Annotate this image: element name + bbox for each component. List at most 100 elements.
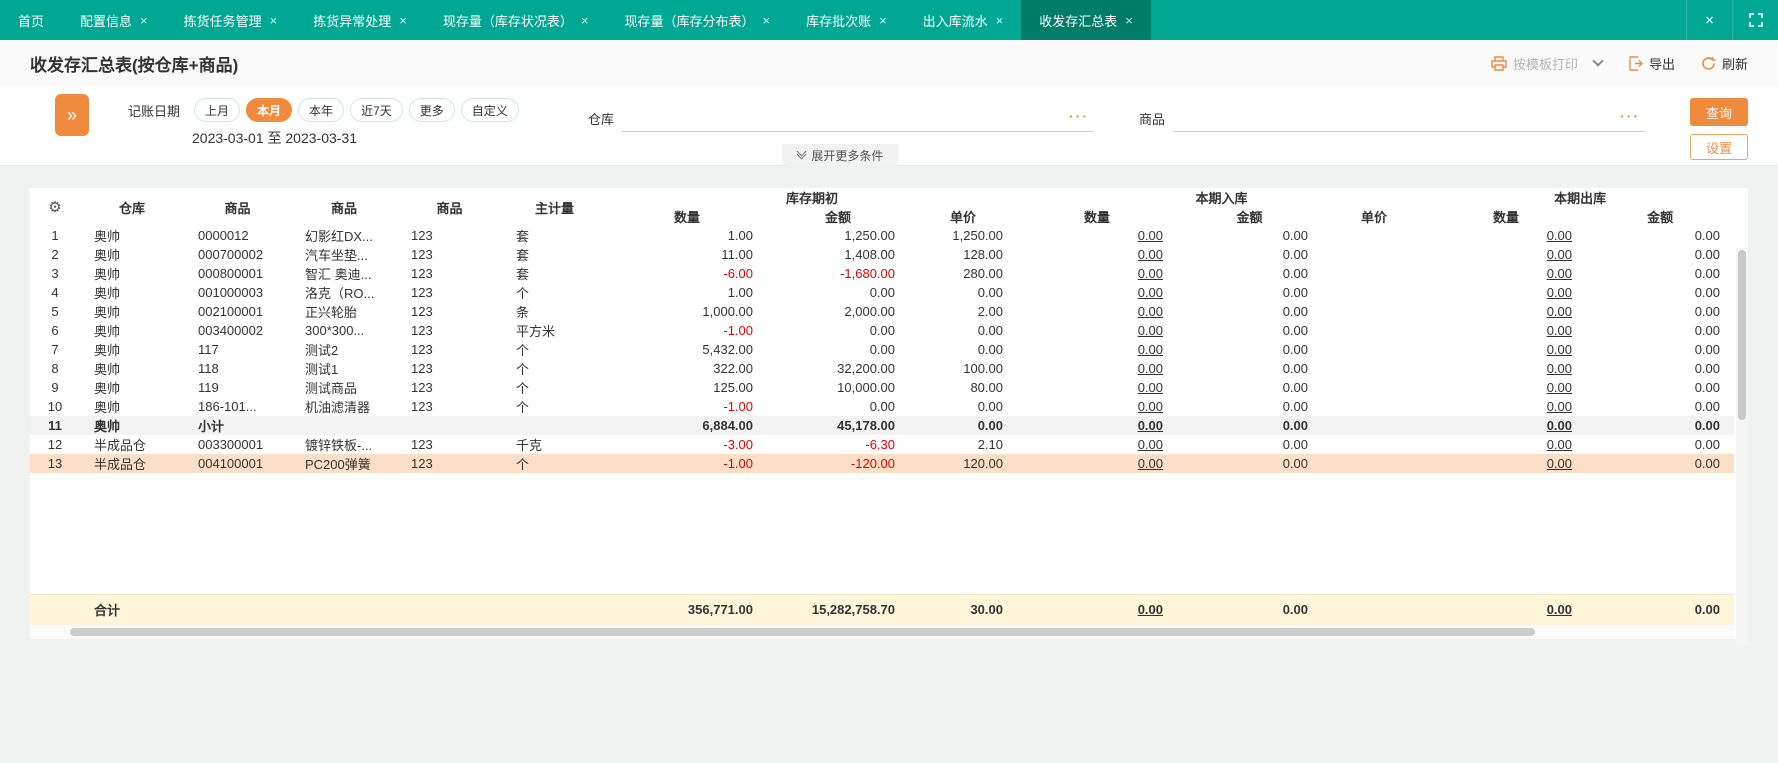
date-preset-上月[interactable]: 上月 <box>194 98 241 122</box>
table-row[interactable]: 12 半成品仓 003300001 镀锌铁板-... 123 千克 -3.00 -6.30 2.… <box>30 435 1734 454</box>
tab-8[interactable]: 收发存汇总表 × <box>1021 0 1151 40</box>
drill-link[interactable]: 0.00 <box>1546 399 1572 414</box>
drill-link[interactable]: 0.00 <box>1546 437 1572 452</box>
drill-link[interactable]: 0.00 <box>1546 266 1572 281</box>
table-row[interactable]: 13 半成品仓 004100001 PC200弹簧 123 个 -1.00 -120.00 12… <box>30 454 1734 473</box>
table-row[interactable]: 6 奥帅 003400002 300*300... 123 平方米 -1.00 0.00 0.0… <box>30 321 1734 340</box>
warehouse-more-icon[interactable]: ··· <box>1069 108 1089 124</box>
drill-link[interactable]: 0.00 <box>1546 323 1572 338</box>
tab-close-icon[interactable]: × <box>762 12 771 28</box>
chevron-down-icon[interactable] <box>1592 55 1604 67</box>
drill-link[interactable]: 0.00 <box>1137 456 1163 471</box>
table-row[interactable]: 5 奥帅 002100001 正兴轮胎 123 条 1,000.00 2,000.00 2.00… <box>30 302 1734 321</box>
tab-4[interactable]: 现存量（库存状况表） × <box>425 0 607 40</box>
date-preset-本年[interactable]: 本年 <box>298 98 345 122</box>
drill-link[interactable]: 0.00 <box>1546 456 1572 471</box>
cell-outbound_qty[interactable]: 0.00 <box>1426 378 1586 397</box>
cell-outbound_qty[interactable]: 0.00 <box>1426 340 1586 359</box>
tab-3[interactable]: 拣货异常处理 × <box>295 0 425 40</box>
drill-link[interactable]: 0.00 <box>1137 247 1163 262</box>
cell-inbound_qty[interactable]: 0.00 <box>1017 340 1177 359</box>
cell-outbound_qty[interactable]: 0.00 <box>1426 264 1586 283</box>
drill-link[interactable]: 0.00 <box>1137 380 1163 395</box>
collapse-filter-button[interactable]: » <box>55 94 89 136</box>
date-range-value[interactable]: 2023-03-01 至 2023-03-31 <box>192 130 358 146</box>
tab-5[interactable]: 现存量（库存分布表） × <box>606 0 788 40</box>
horizontal-scrollbar[interactable] <box>30 624 1734 639</box>
tab-1[interactable]: 配置信息 × <box>62 0 166 40</box>
cell-inbound_qty[interactable]: 0.00 <box>1017 378 1177 397</box>
drill-link[interactable]: 0.00 <box>1137 418 1163 433</box>
drill-link[interactable]: 0.00 <box>1546 418 1572 433</box>
cell-inbound_qty[interactable]: 0.00 <box>1017 359 1177 378</box>
drill-link[interactable]: 0.00 <box>1137 602 1163 618</box>
search-button[interactable]: 查询 <box>1690 98 1748 126</box>
date-preset-自定义[interactable]: 自定义 <box>460 98 519 122</box>
table-row[interactable]: 9 奥帅 119 测试商品 123 个 125.00 10,000.00 80.00 0.00 0.… <box>30 378 1734 397</box>
table-row[interactable]: 4 奥帅 001000003 洛克（RO... 123 个 1.00 0.00 0.00 0.00… <box>30 283 1734 302</box>
drill-link[interactable]: 0.00 <box>1137 285 1163 300</box>
close-icon[interactable]: × <box>1686 0 1732 40</box>
column-settings-gear-icon[interactable]: ⚙ <box>48 199 62 216</box>
cell-outbound_qty[interactable]: 0.00 <box>1426 435 1586 454</box>
cell-inbound_qty[interactable]: 0.00 <box>1017 454 1177 473</box>
warehouse-input[interactable]: ··· <box>622 106 1093 132</box>
tab-close-icon[interactable]: × <box>995 12 1004 28</box>
cell-inbound_qty[interactable]: 0.00 <box>1017 245 1177 264</box>
tab-close-icon[interactable]: × <box>1125 12 1133 28</box>
drill-link[interactable]: 0.00 <box>1137 437 1163 452</box>
cell-outbound_qty[interactable]: 0.00 <box>1426 359 1586 378</box>
tab-6[interactable]: 库存批次账 × <box>788 0 905 40</box>
date-preset-更多[interactable]: 更多 <box>408 98 455 122</box>
date-preset-近7天[interactable]: 近7天 <box>350 98 403 122</box>
date-preset-本月[interactable]: 本月 <box>246 98 293 122</box>
drill-link[interactable]: 0.00 <box>1137 342 1163 357</box>
cell-outbound_qty[interactable]: 0.00 <box>1426 321 1586 340</box>
table-row[interactable]: 7 奥帅 117 测试2 123 个 5,432.00 0.00 0.00 0.00 0.00 0.0… <box>30 340 1734 359</box>
product-input[interactable]: ··· <box>1173 106 1644 132</box>
settings-button[interactable]: 设置 <box>1690 134 1748 160</box>
drill-link[interactable]: 0.00 <box>1546 228 1572 243</box>
cell-inbound_qty[interactable]: 0.00 <box>1017 321 1177 340</box>
table-row[interactable]: 1 奥帅 0000012 幻影红DX... 123 套 1.00 1,250.00 1,250.… <box>30 226 1734 245</box>
tab-home[interactable]: 首页 <box>0 0 62 40</box>
cell-outbound_qty[interactable]: 0.00 <box>1426 245 1586 264</box>
print-by-template-button[interactable]: 按模板打印 <box>1491 54 1604 73</box>
table-row[interactable]: 11 奥帅 小计 6,884.00 45,178.00 0.00 0.00 0.00 0.00 0… <box>30 416 1734 435</box>
cell-outbound_qty[interactable]: 0.00 <box>1426 594 1586 625</box>
export-button[interactable]: 导出 <box>1628 54 1675 73</box>
drill-link[interactable]: 0.00 <box>1137 304 1163 319</box>
cell-outbound_qty[interactable]: 0.00 <box>1426 226 1586 245</box>
cell-outbound_qty[interactable]: 0.00 <box>1426 416 1586 435</box>
cell-inbound_qty[interactable]: 0.00 <box>1017 283 1177 302</box>
refresh-button[interactable]: 刷新 <box>1701 54 1748 73</box>
table-row[interactable]: 3 奥帅 000800001 智汇 奥迪... 123 套 -6.00 -1,680.00 28… <box>30 264 1734 283</box>
tab-close-icon[interactable]: × <box>399 12 407 28</box>
drill-link[interactable]: 0.00 <box>1546 380 1572 395</box>
cell-inbound_qty[interactable]: 0.00 <box>1017 397 1177 416</box>
drill-link[interactable]: 0.00 <box>1137 323 1163 338</box>
tab-close-icon[interactable]: × <box>140 12 148 28</box>
tab-close-icon[interactable]: × <box>269 12 278 28</box>
drill-link[interactable]: 0.00 <box>1546 285 1572 300</box>
drill-link[interactable]: 0.00 <box>1137 399 1163 414</box>
table-row[interactable]: 2 奥帅 000700002 汽车坐垫... 123 套 11.00 1,408.00 128.… <box>30 245 1734 264</box>
cell-inbound_qty[interactable]: 0.00 <box>1017 594 1177 625</box>
drill-link[interactable]: 0.00 <box>1546 342 1572 357</box>
expand-more-conditions[interactable]: 展开更多条件 <box>782 144 900 166</box>
cell-inbound_qty[interactable]: 0.00 <box>1017 435 1177 454</box>
cell-inbound_qty[interactable]: 0.00 <box>1017 416 1177 435</box>
product-more-icon[interactable]: ··· <box>1620 108 1640 124</box>
drill-link[interactable]: 0.00 <box>1546 247 1572 262</box>
cell-inbound_qty[interactable]: 0.00 <box>1017 264 1177 283</box>
tab-7[interactable]: 出入库流水 × <box>905 0 1022 40</box>
drill-link[interactable]: 0.00 <box>1137 228 1163 243</box>
cell-outbound_qty[interactable]: 0.00 <box>1426 283 1586 302</box>
table-row[interactable]: 10 奥帅 186-101... 机油滤清器 123 个 -1.00 0.00 0.00 0.00… <box>30 397 1734 416</box>
cell-inbound_qty[interactable]: 0.00 <box>1017 302 1177 321</box>
drill-link[interactable]: 0.00 <box>1546 361 1572 376</box>
drill-link[interactable]: 0.00 <box>1546 602 1572 618</box>
cell-outbound_qty[interactable]: 0.00 <box>1426 454 1586 473</box>
fullscreen-icon[interactable] <box>1732 0 1778 40</box>
cell-outbound_qty[interactable]: 0.00 <box>1426 302 1586 321</box>
